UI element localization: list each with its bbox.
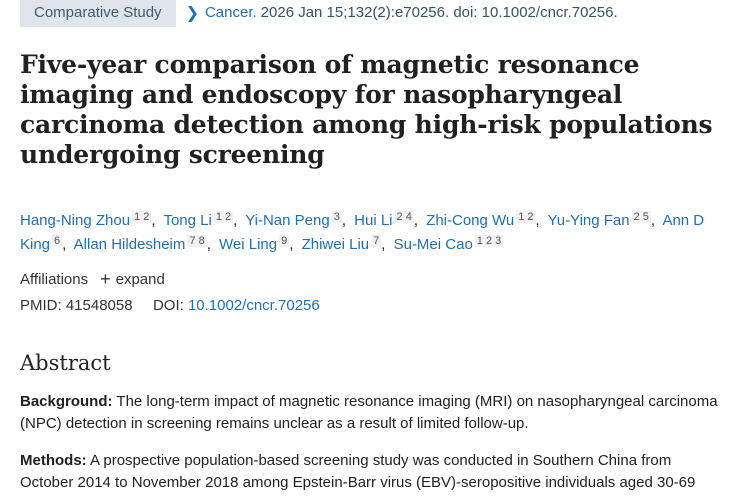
abstract-heading: Abstract (20, 351, 111, 375)
methods-text: A prospective population-based screening… (20, 452, 696, 491)
citation-details: 2026 Jan 15;132(2):e70256. doi: 10.1002/… (260, 4, 618, 21)
publication-type-badge: Comparative Study (20, 0, 176, 27)
citation: ❯ Cancer. 2026 Jan 15;132(2):e70256. doi… (186, 3, 618, 23)
author-link[interactable]: Su-Mei Cao (393, 236, 473, 253)
identifiers-row: PMID: 41548058 DOI: 10.1002/cncr.70256 (20, 297, 320, 314)
affiliation-refs[interactable]: 2 5 (631, 211, 651, 223)
affiliation-refs[interactable]: 7 (371, 235, 382, 247)
affiliations-expand-button[interactable]: + expand (100, 270, 165, 288)
abstract-methods: Methods: A prospective population-based … (20, 450, 720, 494)
author-item: Allan Hildesheim 7 8, (73, 235, 211, 253)
affiliation-refs[interactable]: 9 (279, 235, 290, 247)
pmid-value: 41548058 (65, 297, 133, 314)
affiliation-refs[interactable]: 1 2 (213, 211, 234, 223)
background-text: The long-term impact of magnetic resonan… (20, 393, 718, 432)
chevron-right-icon[interactable]: ❯ (185, 4, 199, 22)
affiliations-row: Affiliations + expand (20, 270, 165, 288)
author-item: Yu-Ying Fan 2 5, (547, 211, 656, 229)
author-link[interactable]: Yi-Nan Peng (245, 212, 330, 229)
doi-label: DOI: (152, 297, 184, 314)
article-meta-line: Comparative Study ❯ Cancer. 2026 Jan 15;… (20, 0, 618, 27)
article-title: Five-year comparison of magnetic resonan… (20, 50, 713, 169)
author-item: Zhi-Cong Wu 1 2, (426, 211, 540, 229)
author-link[interactable]: Ann D King (20, 212, 705, 253)
affiliation-refs[interactable]: 6 (52, 235, 63, 247)
methods-label: Methods: (20, 452, 87, 469)
author-item: Hang-Ning Zhou 1 2, (20, 211, 156, 229)
author-link[interactable]: Zhiwei Liu (301, 236, 370, 253)
author-link[interactable]: Allan Hildesheim (73, 236, 186, 253)
author-link[interactable]: Wei Ling (219, 236, 278, 253)
author-item: Su-Mei Cao 1 2 3 (393, 235, 504, 253)
affiliations-label: Affiliations (20, 270, 89, 288)
author-link[interactable]: Hang-Ning Zhou (20, 212, 131, 229)
author-item: Wei Ling 9, (219, 235, 294, 253)
doi-link[interactable]: 10.1002/cncr.70256 (187, 297, 320, 314)
affiliation-refs[interactable]: 1 2 (132, 211, 152, 223)
pmid-label: PMID: (20, 297, 62, 314)
author-item: Tong Li 1 2, (163, 211, 238, 229)
affiliation-refs[interactable]: 1 2 3 (474, 235, 504, 247)
background-label: Background: (20, 393, 113, 410)
author-item: Yi-Nan Peng 3, (245, 211, 346, 229)
affiliation-refs[interactable]: 1 2 (516, 211, 536, 223)
author-item: Ann D King 6, (20, 212, 705, 253)
author-item: Zhiwei Liu 7, (301, 235, 386, 253)
affiliation-refs[interactable]: 3 (331, 211, 342, 223)
author-link[interactable]: Hui Li (354, 212, 393, 229)
author-link[interactable]: Zhi-Cong Wu (426, 212, 515, 229)
expand-label: expand (115, 270, 165, 288)
author-list: Hang-Ning Zhou 1 2, Tong Li 1 2, Yi-Nan Pe… (20, 209, 735, 257)
affiliation-refs[interactable]: 7 8 (187, 235, 207, 247)
author-item: Hui Li 2 4, (354, 211, 418, 229)
affiliation-refs[interactable]: 2 4 (394, 211, 414, 223)
journal-link[interactable]: Cancer. (204, 4, 257, 21)
abstract-background: Background: The long-term impact of magn… (20, 391, 720, 435)
author-link[interactable]: Yu-Ying Fan (547, 212, 630, 229)
author-link[interactable]: Tong Li (163, 212, 212, 229)
plus-icon: + (100, 269, 111, 289)
